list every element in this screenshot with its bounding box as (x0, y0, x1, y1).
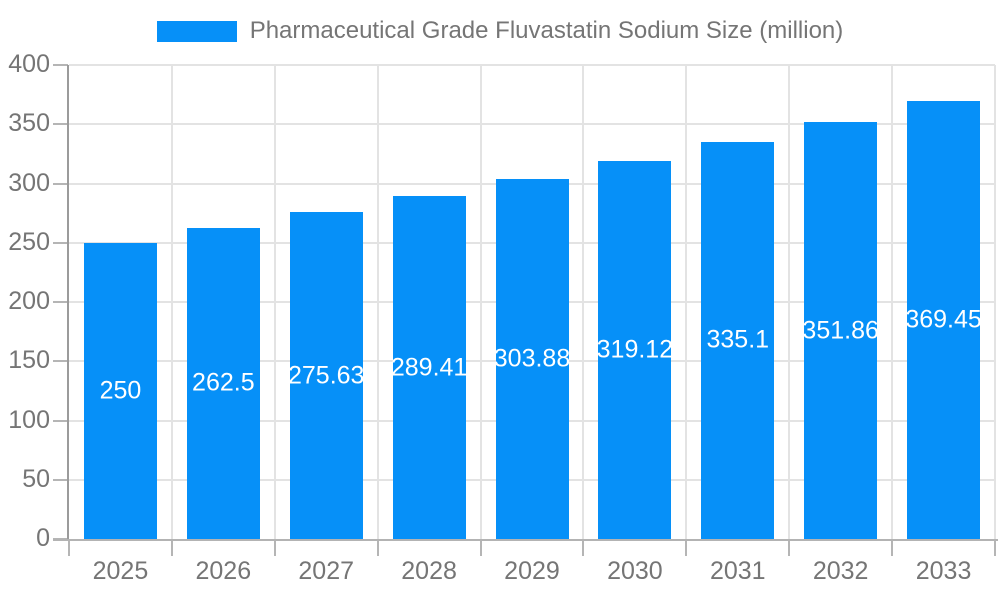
y-axis-tick-label: 200 (8, 286, 50, 315)
gridline-vertical (788, 65, 791, 539)
bar-value-label: 262.5 (192, 368, 255, 397)
bar[interactable]: 262.5 (186, 227, 260, 539)
y-tick-mark (53, 241, 68, 244)
x-axis-tick-label: 2031 (709, 557, 766, 585)
y-axis-tick-label: 50 (22, 464, 50, 493)
gridline-vertical (479, 65, 482, 539)
x-axis-tick-label: 2029 (504, 557, 560, 585)
bar[interactable]: 289.41 (390, 196, 468, 539)
x-axis-tick-label: 2030 (607, 557, 663, 585)
legend-swatch (156, 20, 237, 42)
legend-label: Pharmaceutical Grade Fluvastatin Sodium … (249, 17, 844, 44)
x-axis-line (53, 539, 998, 541)
x-tick-mark (68, 541, 70, 556)
y-axis-labels: 0 50 100 150 200 250 300 350 400 (0, 50, 50, 552)
x-axis-ticks (68, 541, 996, 556)
x-tick-mark (273, 541, 276, 556)
x-axis-tick-label: 2026 (195, 557, 252, 585)
y-tick-mark (53, 360, 68, 363)
bar-value-label: 289.41 (390, 353, 468, 382)
x-tick-mark (788, 541, 791, 556)
x-axis-tick-label: 2028 (401, 557, 457, 585)
legend[interactable]: Pharmaceutical Grade Fluvastatin Sodium … (0, 16, 1000, 46)
plot-area: 250 262.5 275.63 289.41 303.88 319.12 335.1 351… (69, 64, 996, 539)
y-tick-mark (53, 123, 68, 126)
x-axis-tick-label: 2027 (298, 557, 355, 585)
bar[interactable]: 275.63 (287, 212, 365, 539)
gridline-vertical (891, 65, 894, 539)
y-axis-line (67, 65, 69, 541)
x-tick-mark (479, 541, 482, 556)
bar-value-label: 319.12 (596, 335, 674, 364)
x-tick-mark (685, 541, 688, 556)
y-axis-tick-label: 100 (8, 405, 50, 434)
gridline-horizontal (69, 64, 995, 66)
y-axis-tick-label: 300 (8, 168, 50, 197)
bar-value-label: 250 (99, 376, 142, 405)
bar[interactable]: 250 (83, 242, 157, 539)
x-axis-labels: 2025 2026 2027 2028 2029 2030 2031 2032 2033 (69, 557, 995, 589)
gridline-vertical (994, 65, 996, 539)
bar-value-label: 369.45 (905, 305, 982, 334)
bar-value-label: 335.1 (706, 325, 770, 354)
x-tick-mark (170, 541, 173, 556)
y-axis-tick-label: 250 (8, 227, 50, 256)
y-tick-mark (53, 419, 68, 422)
bar-value-label: 275.63 (287, 361, 365, 390)
x-tick-mark (891, 541, 894, 556)
x-axis-tick-label: 2025 (92, 557, 149, 585)
x-axis-tick-label: 2033 (915, 557, 972, 585)
bar[interactable]: 303.88 (493, 178, 571, 539)
bar-value-label: 303.88 (493, 344, 571, 373)
y-axis-tick-label: 350 (8, 109, 50, 138)
gridline-vertical (273, 65, 276, 539)
x-tick-mark (994, 541, 996, 556)
x-tick-mark (582, 541, 585, 556)
gridline-horizontal (69, 123, 995, 126)
gridline-vertical (685, 65, 688, 539)
bar[interactable]: 319.12 (596, 160, 674, 539)
bar[interactable]: 335.1 (701, 141, 775, 539)
bar-value-label: 351.86 (802, 316, 879, 345)
y-axis-tick-label: 150 (8, 346, 50, 375)
x-axis-tick-label: 2032 (812, 557, 869, 585)
y-tick-mark (53, 182, 68, 185)
bar[interactable]: 369.45 (905, 101, 982, 539)
y-tick-mark (53, 478, 68, 481)
y-axis-tick-label: 400 (8, 49, 50, 78)
y-tick-mark (53, 64, 68, 66)
gridline-vertical (170, 65, 173, 539)
y-axis-tick-label: 0 (36, 523, 50, 552)
y-tick-mark (53, 301, 68, 303)
y-axis-ticks (53, 64, 68, 540)
gridline-vertical (582, 65, 585, 539)
bar[interactable]: 351.86 (802, 122, 879, 539)
x-tick-mark (376, 541, 379, 556)
gridline-vertical (376, 65, 379, 539)
